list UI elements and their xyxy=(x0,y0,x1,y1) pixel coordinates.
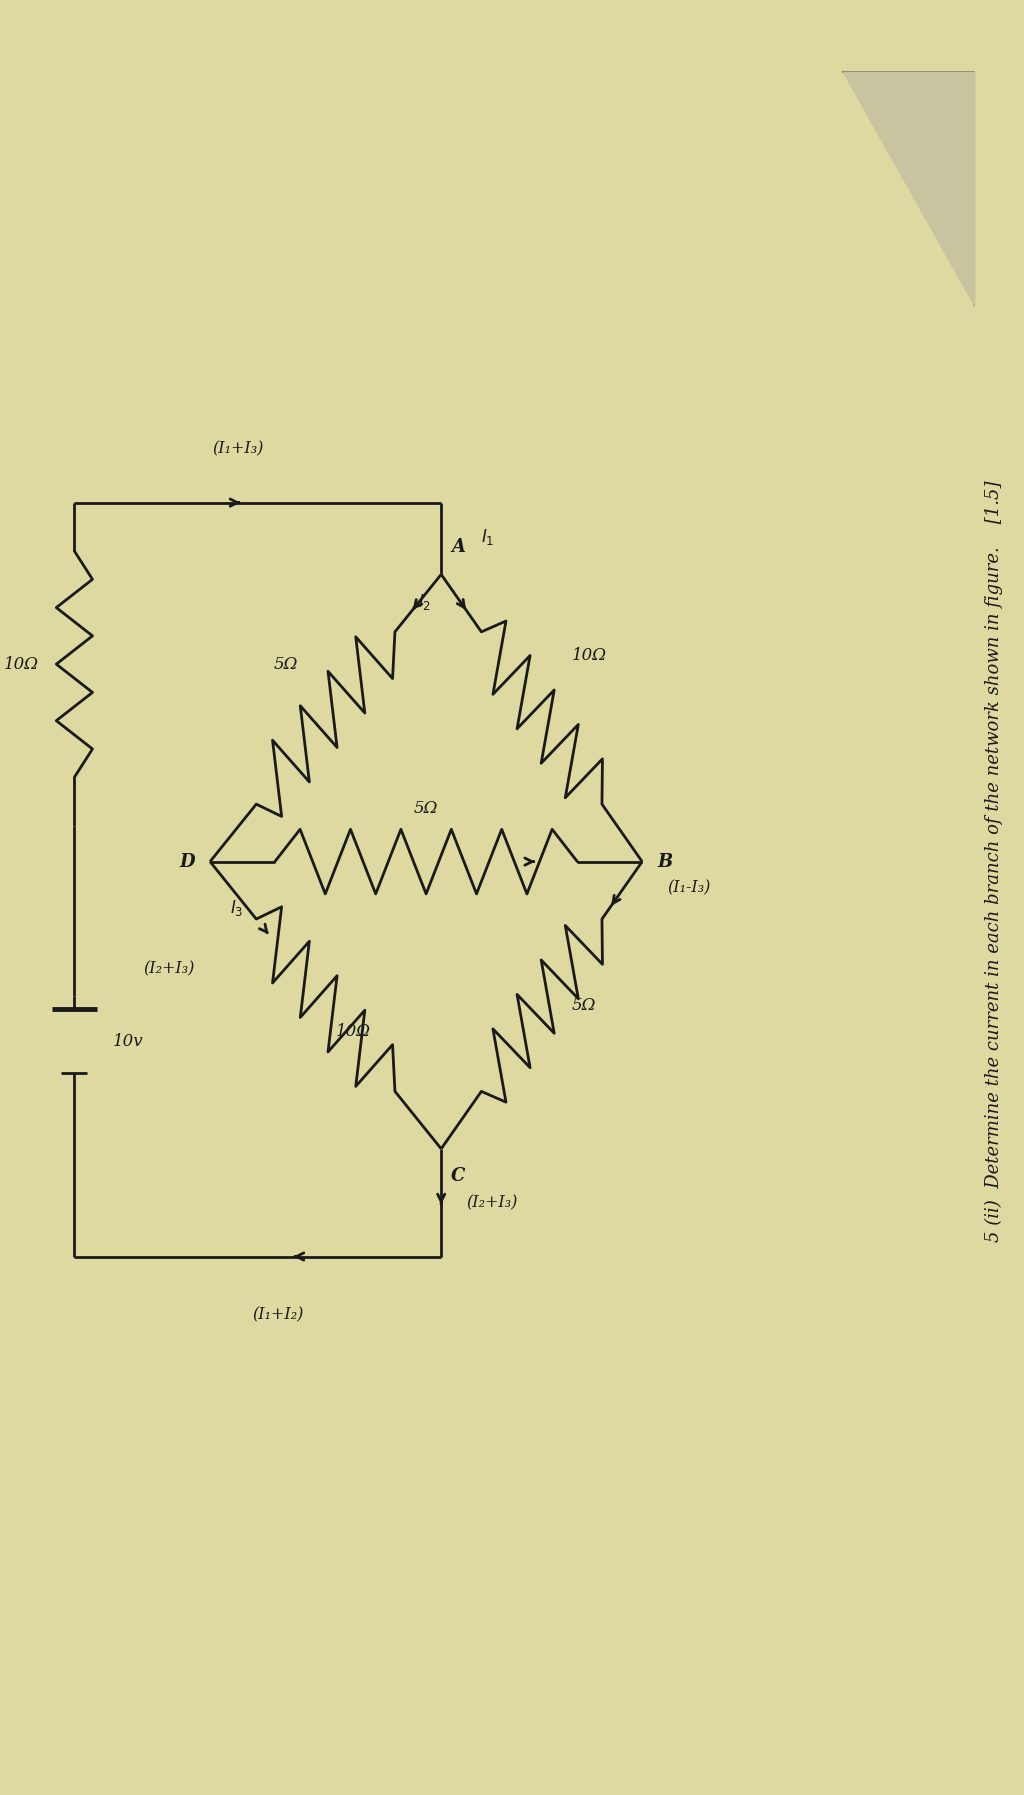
Text: 5Ω: 5Ω xyxy=(273,657,298,673)
Text: (I₁-I₃): (I₁-I₃) xyxy=(668,880,711,896)
Text: (I₂+I₃): (I₂+I₃) xyxy=(466,1194,518,1212)
Text: 5Ω: 5Ω xyxy=(571,996,596,1014)
Text: (I₁+I₂): (I₁+I₂) xyxy=(252,1307,303,1323)
Text: 10Ω: 10Ω xyxy=(336,1023,371,1039)
Text: (I₂+I₃): (I₂+I₃) xyxy=(143,960,195,978)
Text: 5 (ii)  Determine the current in each branch of the network shown in figure.    : 5 (ii) Determine the current in each bra… xyxy=(985,481,1002,1242)
Text: D: D xyxy=(179,853,195,871)
Text: 10Ω: 10Ω xyxy=(571,648,607,664)
Text: $I_1$: $I_1$ xyxy=(481,528,495,547)
Text: 5Ω: 5Ω xyxy=(414,801,438,817)
Text: (I₁+I₃): (I₁+I₃) xyxy=(212,442,263,458)
Text: B: B xyxy=(657,853,673,871)
Text: $I_3$: $I_3$ xyxy=(230,898,244,917)
Text: 10Ω: 10Ω xyxy=(4,655,39,673)
Polygon shape xyxy=(843,72,974,305)
Text: C: C xyxy=(452,1167,466,1185)
Text: A: A xyxy=(452,538,465,556)
Text: $I_2$: $I_2$ xyxy=(418,592,431,612)
Text: 10v: 10v xyxy=(113,1032,143,1050)
